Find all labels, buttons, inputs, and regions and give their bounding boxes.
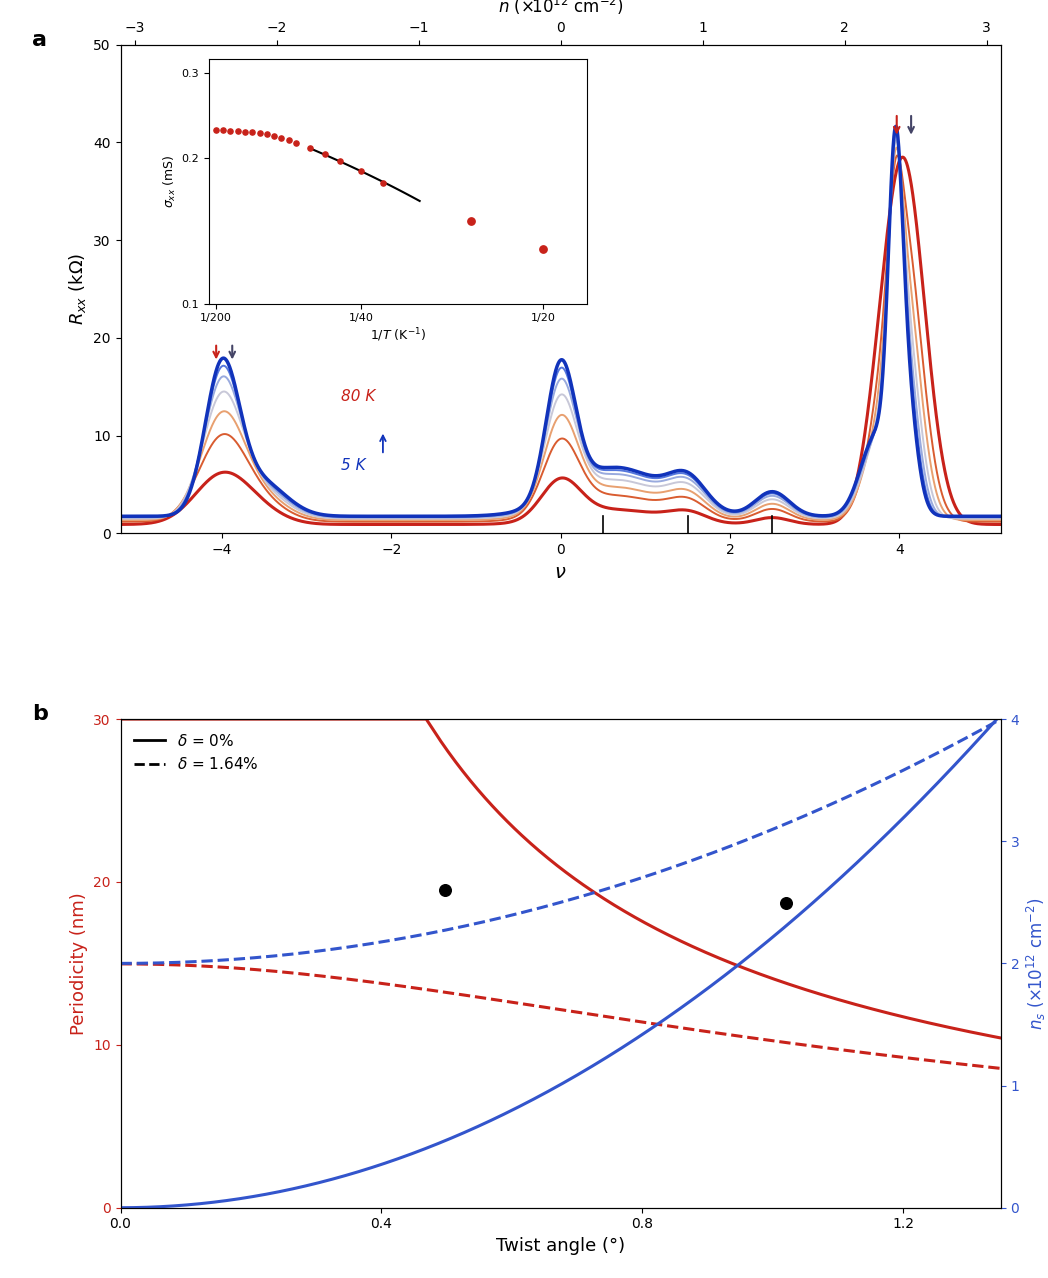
X-axis label: Twist angle (°): Twist angle (°) xyxy=(496,1237,626,1255)
Text: a: a xyxy=(32,31,47,50)
Text: b: b xyxy=(32,704,48,725)
Y-axis label: $R_{xx}$ (k$\Omega$): $R_{xx}$ (k$\Omega$) xyxy=(67,253,88,325)
Y-axis label: $n_s\ (\times\!10^{12}\ \mathrm{cm}^{-2})$: $n_s\ (\times\!10^{12}\ \mathrm{cm}^{-2}… xyxy=(1025,897,1048,1030)
X-axis label: $n\ (\times\!10^{12}\ \mathrm{cm}^{-2})$: $n\ (\times\!10^{12}\ \mathrm{cm}^{-2})$ xyxy=(498,0,624,17)
Text: 5 K: 5 K xyxy=(341,458,365,473)
Legend: $\delta$ = 0%, $\delta$ = 1.64%: $\delta$ = 0%, $\delta$ = 1.64% xyxy=(128,727,265,778)
Point xyxy=(436,879,453,900)
X-axis label: $\nu$: $\nu$ xyxy=(554,562,567,581)
Text: 80 K: 80 K xyxy=(341,390,375,404)
Point xyxy=(778,893,794,914)
Y-axis label: Periodicity (nm): Periodicity (nm) xyxy=(69,892,88,1035)
